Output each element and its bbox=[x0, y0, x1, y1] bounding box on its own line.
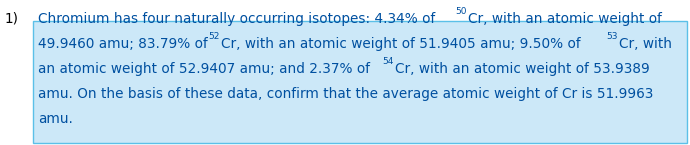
Text: Cr, with an atomic weight of 51.9405 amu; 9.50% of: Cr, with an atomic weight of 51.9405 amu… bbox=[221, 37, 585, 51]
FancyBboxPatch shape bbox=[33, 21, 687, 143]
Text: Chromium has four naturally occurring isotopes: 4.34% of: Chromium has four naturally occurring is… bbox=[38, 12, 440, 26]
Text: 49.9460 amu; 83.79% of: 49.9460 amu; 83.79% of bbox=[38, 37, 212, 51]
Text: 52: 52 bbox=[208, 32, 219, 41]
Text: amu. On the basis of these data, confirm that the average atomic weight of Cr is: amu. On the basis of these data, confirm… bbox=[38, 87, 653, 101]
Text: Cr, with: Cr, with bbox=[619, 37, 672, 51]
Text: an atomic weight of 52.9407 amu; and 2.37% of: an atomic weight of 52.9407 amu; and 2.3… bbox=[38, 62, 375, 76]
Text: amu.: amu. bbox=[38, 112, 73, 126]
Text: Cr, with an atomic weight of 53.9389: Cr, with an atomic weight of 53.9389 bbox=[395, 62, 650, 76]
Text: 50: 50 bbox=[455, 7, 466, 16]
Text: 1): 1) bbox=[5, 12, 19, 26]
Text: 53: 53 bbox=[606, 32, 618, 41]
Text: 54: 54 bbox=[382, 57, 393, 66]
Text: Cr, with an atomic weight of: Cr, with an atomic weight of bbox=[468, 12, 662, 26]
